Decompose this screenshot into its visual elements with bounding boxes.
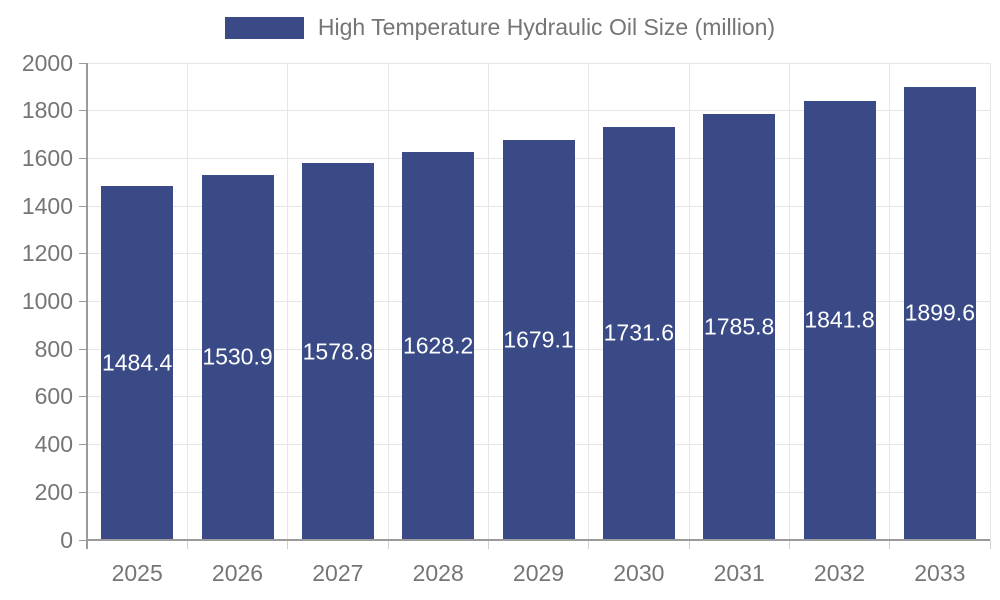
y-axis-tick bbox=[79, 62, 87, 64]
y-axis-line bbox=[86, 63, 88, 549]
x-axis-tick bbox=[287, 540, 289, 549]
y-axis-tick bbox=[79, 348, 87, 350]
gridline-vertical bbox=[889, 63, 891, 540]
legend-swatch bbox=[224, 16, 304, 39]
legend[interactable]: High Temperature Hydraulic Oil Size (mil… bbox=[0, 14, 1000, 41]
bar-2030[interactable]: 1731.6 bbox=[602, 127, 675, 540]
x-axis-tick bbox=[186, 540, 188, 549]
x-axis-tick bbox=[487, 540, 489, 549]
x-axis-tick bbox=[889, 540, 891, 549]
y-axis-label: 1400 bbox=[21, 192, 73, 219]
bar-value-label: 1628.2 bbox=[402, 332, 474, 359]
y-axis-label: 1800 bbox=[21, 97, 73, 124]
y-axis-tick bbox=[79, 301, 87, 302]
bar-value-label: 1785.8 bbox=[703, 313, 775, 340]
gridline-vertical bbox=[186, 63, 188, 540]
y-axis-label: 1200 bbox=[21, 240, 73, 267]
x-axis-label: 2033 bbox=[914, 560, 966, 586]
bar-value-label: 1530.9 bbox=[202, 343, 273, 370]
y-axis-label: 2000 bbox=[21, 49, 73, 76]
y-axis-label: 400 bbox=[34, 431, 73, 458]
x-axis-label: 2028 bbox=[412, 560, 464, 586]
bar-value-label: 1679.1 bbox=[503, 326, 574, 353]
gridline-vertical bbox=[688, 63, 690, 540]
legend-label: High Temperature Hydraulic Oil Size (mil… bbox=[317, 14, 776, 40]
bar-2028[interactable]: 1628.2 bbox=[402, 151, 475, 540]
x-axis-label: 2026 bbox=[211, 560, 264, 586]
x-axis-label: 2030 bbox=[613, 560, 665, 586]
gridline-vertical bbox=[989, 63, 991, 540]
bar-value-label: 1731.6 bbox=[603, 319, 674, 346]
bar-2026[interactable]: 1530.9 bbox=[201, 174, 274, 540]
y-axis-label: 200 bbox=[34, 478, 73, 505]
y-axis-label: 1600 bbox=[21, 144, 73, 171]
bar-value-label: 1578.8 bbox=[302, 338, 373, 365]
x-axis-label: 2032 bbox=[813, 560, 866, 586]
y-axis-tick bbox=[79, 253, 87, 255]
x-axis-label: 2025 bbox=[111, 560, 163, 586]
x-axis-line bbox=[87, 539, 990, 541]
y-axis-label: 1000 bbox=[21, 288, 73, 314]
x-axis-tick bbox=[989, 540, 991, 549]
bar-2025[interactable]: 1484.4 bbox=[101, 185, 174, 540]
x-axis-tick bbox=[387, 540, 389, 549]
x-axis-label: 2029 bbox=[512, 560, 565, 586]
bar-2031[interactable]: 1785.8 bbox=[703, 114, 776, 540]
y-axis-label: 800 bbox=[34, 335, 73, 362]
gridline-vertical bbox=[287, 63, 289, 540]
plot-area: 1484.4 1530.9 1578.8 1628.2 1679.1 1731.6 1785… bbox=[86, 62, 991, 541]
y-axis-label: 600 bbox=[34, 383, 73, 410]
y-axis-tick bbox=[79, 444, 87, 446]
x-axis-tick bbox=[688, 540, 690, 549]
bar-value-label: 1841.8 bbox=[804, 306, 875, 333]
bar-2033[interactable]: 1899.6 bbox=[903, 86, 976, 540]
x-axis-tick bbox=[788, 540, 790, 549]
gridline-horizontal bbox=[87, 62, 990, 64]
bar-value-label: 1899.6 bbox=[904, 299, 975, 326]
gridline-vertical bbox=[788, 63, 790, 540]
x-axis-label: 2027 bbox=[312, 560, 364, 586]
y-axis-tick bbox=[79, 396, 87, 398]
gridline-vertical bbox=[387, 63, 389, 540]
y-axis-tick bbox=[79, 205, 87, 207]
y-axis-tick bbox=[79, 539, 87, 541]
y-axis-tick bbox=[79, 491, 87, 493]
y-axis-label: 0 bbox=[60, 526, 73, 553]
y-axis-tick bbox=[79, 157, 87, 159]
gridline-horizontal bbox=[87, 110, 990, 112]
bar-2027[interactable]: 1578.8 bbox=[301, 163, 374, 540]
bar-2029[interactable]: 1679.1 bbox=[502, 139, 575, 540]
x-axis-tick bbox=[588, 540, 590, 549]
y-axis-tick bbox=[79, 110, 87, 112]
gridline-vertical bbox=[487, 63, 489, 540]
x-axis-label: 2031 bbox=[713, 560, 765, 586]
gridline-vertical bbox=[588, 63, 590, 540]
bar-2032[interactable]: 1841.8 bbox=[803, 100, 876, 540]
bar-value-label: 1484.4 bbox=[101, 349, 173, 376]
